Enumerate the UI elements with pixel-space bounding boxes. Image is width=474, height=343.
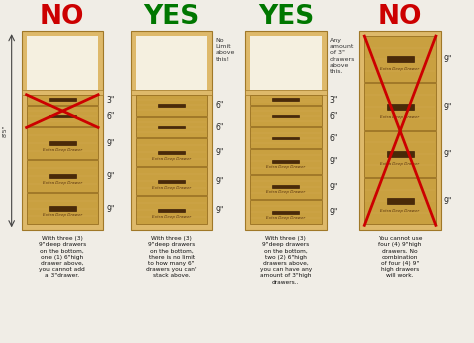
- Bar: [386, 104, 414, 110]
- Text: Extra Deep Drawer: Extra Deep Drawer: [381, 209, 419, 213]
- Text: 9": 9": [215, 149, 224, 157]
- Bar: [49, 98, 76, 101]
- Text: 9": 9": [106, 204, 114, 213]
- Bar: [131, 31, 212, 230]
- Text: NO: NO: [378, 4, 422, 31]
- Bar: [386, 56, 414, 62]
- Text: 3": 3": [329, 96, 338, 105]
- Bar: [272, 115, 300, 117]
- Text: Extra Deep Drawer: Extra Deep Drawer: [381, 68, 419, 71]
- Bar: [158, 209, 185, 212]
- Bar: [49, 141, 76, 145]
- Bar: [136, 196, 207, 224]
- Bar: [131, 90, 212, 95]
- Text: 9": 9": [329, 208, 338, 217]
- Bar: [272, 211, 300, 214]
- Text: Extra Deep Drawer: Extra Deep Drawer: [43, 148, 82, 152]
- Bar: [272, 98, 300, 101]
- Bar: [136, 36, 207, 225]
- Bar: [27, 193, 98, 224]
- Bar: [365, 36, 436, 82]
- Text: Extra Deep Drawer: Extra Deep Drawer: [266, 165, 305, 169]
- Bar: [158, 179, 185, 183]
- Text: 9": 9": [215, 177, 224, 186]
- Bar: [158, 104, 185, 107]
- Bar: [386, 198, 414, 204]
- Text: Extra Deep Drawer: Extra Deep Drawer: [43, 213, 82, 217]
- Bar: [27, 160, 98, 192]
- Text: YES: YES: [258, 4, 314, 31]
- Text: Extra Deep Drawer: Extra Deep Drawer: [152, 156, 191, 161]
- Text: 9": 9": [444, 197, 452, 206]
- Bar: [245, 90, 327, 95]
- Bar: [27, 127, 98, 159]
- Text: Extra Deep Drawer: Extra Deep Drawer: [266, 215, 305, 220]
- Text: 6": 6": [215, 123, 224, 132]
- Bar: [250, 106, 322, 127]
- Bar: [27, 36, 98, 90]
- Bar: [272, 137, 300, 139]
- Text: Any
amount
of 3"
drawers
above
this.: Any amount of 3" drawers above this.: [329, 38, 355, 74]
- Text: Extra Deep Drawer: Extra Deep Drawer: [152, 214, 191, 218]
- Bar: [136, 117, 207, 138]
- Bar: [365, 178, 436, 224]
- Bar: [49, 174, 76, 178]
- Text: 8'5": 8'5": [3, 125, 8, 137]
- Text: Extra Deep Drawer: Extra Deep Drawer: [43, 181, 82, 185]
- Bar: [272, 185, 300, 188]
- Text: 9": 9": [215, 206, 224, 215]
- Text: 9": 9": [444, 55, 452, 64]
- Bar: [365, 83, 436, 130]
- Text: 3": 3": [106, 96, 114, 105]
- Text: 9": 9": [106, 139, 114, 148]
- Bar: [250, 36, 322, 90]
- Bar: [49, 115, 76, 117]
- Text: With three (3)
9"deep drawers
on the bottom,
two (2) 6"high
drawers above,
you c: With three (3) 9"deep drawers on the bot…: [260, 236, 312, 285]
- Text: Extra Deep Drawer: Extra Deep Drawer: [381, 162, 419, 166]
- Bar: [27, 106, 98, 127]
- Text: 9": 9": [444, 150, 452, 159]
- Bar: [136, 36, 207, 90]
- Text: 9": 9": [106, 172, 114, 181]
- Text: YES: YES: [144, 4, 200, 31]
- Bar: [250, 149, 322, 174]
- Bar: [250, 175, 322, 199]
- Bar: [250, 95, 322, 105]
- Text: 6": 6": [215, 101, 224, 110]
- Bar: [49, 206, 76, 211]
- Bar: [250, 128, 322, 148]
- Bar: [136, 95, 207, 116]
- Bar: [245, 31, 327, 230]
- Bar: [272, 160, 300, 163]
- Text: With three (3)
9"deep drawers
on the bottom,
one (1) 6"high
drawer above,
you ca: With three (3) 9"deep drawers on the bot…: [39, 236, 86, 279]
- Bar: [158, 151, 185, 154]
- Text: You cannot use
four (4) 9"high
drawers. No
combination
of four (4) 9"
high drawe: You cannot use four (4) 9"high drawers. …: [378, 236, 422, 279]
- Bar: [136, 138, 207, 166]
- Text: Extra Deep Drawer: Extra Deep Drawer: [381, 115, 419, 119]
- Text: No
Limit
above
this!: No Limit above this!: [215, 38, 235, 62]
- Bar: [250, 200, 322, 224]
- Bar: [386, 151, 414, 157]
- Bar: [250, 36, 322, 225]
- Bar: [158, 126, 185, 128]
- Text: 6": 6": [329, 112, 338, 121]
- Text: 6": 6": [106, 112, 114, 121]
- Bar: [27, 36, 98, 225]
- Bar: [359, 31, 441, 230]
- Text: NO: NO: [40, 4, 84, 31]
- Bar: [22, 90, 103, 95]
- Bar: [365, 131, 436, 177]
- Text: With three (3)
9"deep drawers
on the bottom,
there is no limit
to how many 6"
dr: With three (3) 9"deep drawers on the bot…: [146, 236, 197, 279]
- Text: 9": 9": [329, 157, 338, 166]
- Bar: [27, 95, 98, 105]
- Bar: [136, 167, 207, 196]
- Bar: [22, 31, 103, 230]
- Text: 9": 9": [444, 103, 452, 111]
- Bar: [365, 36, 436, 225]
- Text: 6": 6": [329, 134, 338, 143]
- Text: Extra Deep Drawer: Extra Deep Drawer: [152, 186, 191, 190]
- Text: Extra Deep Drawer: Extra Deep Drawer: [266, 190, 305, 194]
- Text: 9": 9": [329, 183, 338, 192]
